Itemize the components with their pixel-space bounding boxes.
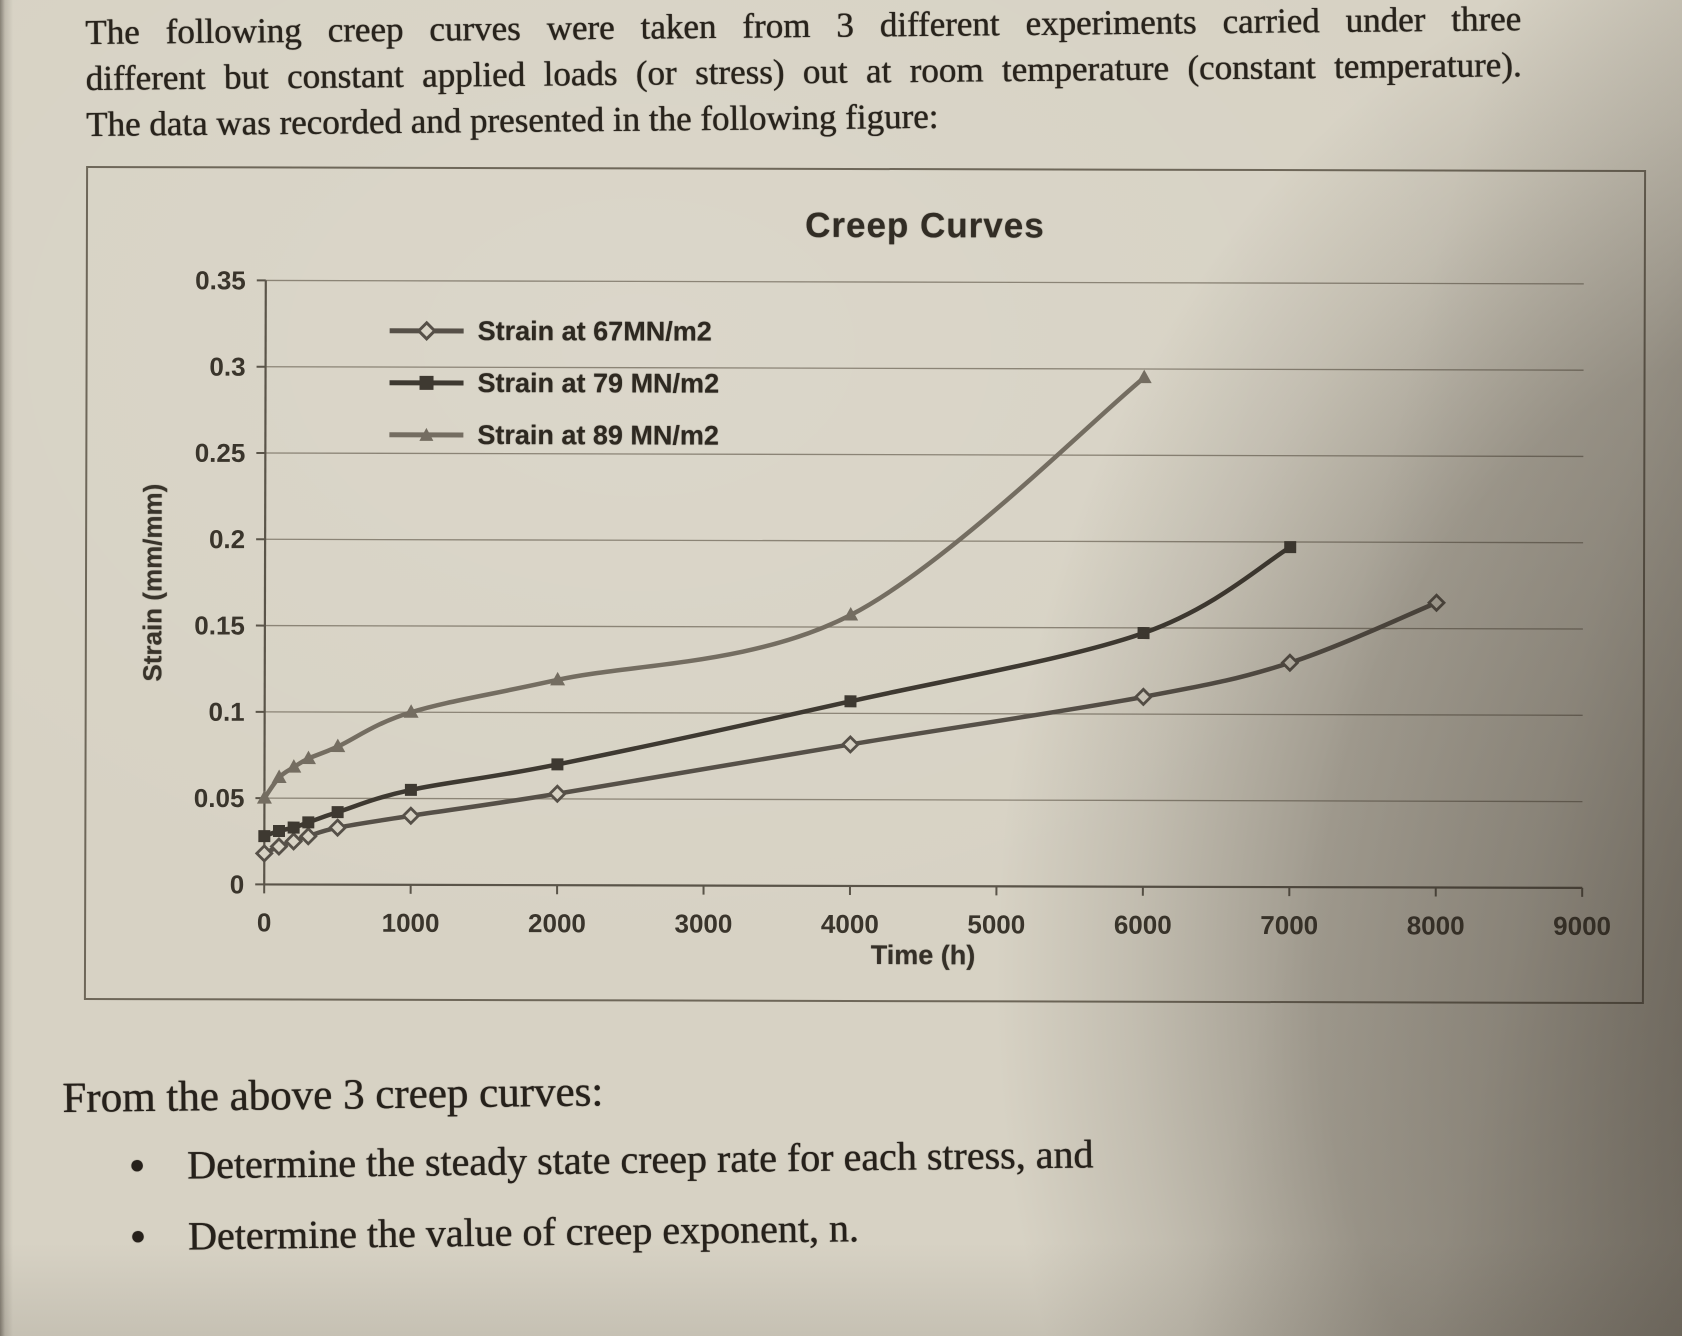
x-axis-title: Time (h) xyxy=(870,940,976,971)
legend-label: Strain at 67MN/m2 xyxy=(477,315,712,347)
marker-open-diamond xyxy=(840,734,860,754)
x-tick-label: 3000 xyxy=(674,909,732,939)
marker-filled-square xyxy=(1137,627,1150,640)
series-line-2 xyxy=(262,544,1293,839)
marker-filled-square xyxy=(844,695,857,708)
gridline xyxy=(264,711,1583,716)
legend-label: Strain at 79 MN/m2 xyxy=(477,367,720,399)
legend-entry-67: Strain at 67MN/m2 xyxy=(388,315,720,348)
marker-open-diamond xyxy=(401,806,421,826)
y-axis-title-wrap: Strain (mm/mm) xyxy=(132,280,174,884)
marker-filled-triangle xyxy=(1136,369,1152,384)
bullet-icon: ● xyxy=(129,1220,146,1251)
y-tick-label: 0.3 xyxy=(209,352,245,382)
chart-legend: Strain at 67MN/m2 Strain at 79 MN/m2 Str… xyxy=(387,315,719,452)
marker-open-diamond xyxy=(328,818,348,838)
legend-sample-filled-triangle-icon xyxy=(389,427,464,441)
legend-entry-89: Strain at 89 MN/m2 xyxy=(387,419,719,452)
creep-curves-figure: Creep Curves 0 0.05 0.1 0.15 0.2 0.25 0.3 0.35 0… xyxy=(83,165,1647,1005)
x-axis-line xyxy=(264,883,1583,889)
bullet-text: Determine the steady state creep rate fo… xyxy=(186,1131,1094,1188)
x-tick-label: 9000 xyxy=(1553,911,1611,941)
bullet-item-1: ● Determine the steady state creep rate … xyxy=(63,1124,1564,1197)
y-axis-title: Strain (mm/mm) xyxy=(137,483,168,682)
marker-filled-square xyxy=(258,830,271,843)
y-tick-label: 0.25 xyxy=(195,438,246,468)
marker-open-diamond xyxy=(254,843,274,863)
marker-open-diamond xyxy=(1280,653,1300,673)
x-tick-label: 5000 xyxy=(967,909,1025,939)
series-line-1 xyxy=(262,600,1439,856)
legend-entry-79: Strain at 79 MN/m2 xyxy=(387,367,719,400)
marker-open-diamond xyxy=(284,831,304,851)
x-tick-label: 1000 xyxy=(382,908,440,938)
marker-open-diamond xyxy=(269,837,289,856)
bullet-text: Determine the value of creep exponent, n… xyxy=(187,1205,860,1259)
chart-plot-area: 0 0.05 0.1 0.15 0.2 0.25 0.3 0.35 0 1000 2000 3000 4… xyxy=(194,265,1611,941)
marker-filled-square xyxy=(287,821,300,834)
x-tick-label: 8000 xyxy=(1407,910,1465,940)
closing-heading: From the above 3 creep curves: xyxy=(62,1068,604,1122)
gridline xyxy=(265,538,1584,544)
gridline xyxy=(264,797,1583,803)
legend-sample-filled-square-icon xyxy=(389,375,464,390)
y-tick-label: 0.1 xyxy=(208,697,244,727)
y-tick-label: 0.2 xyxy=(209,524,245,554)
marker-filled-square xyxy=(302,816,315,829)
marker-open-diamond xyxy=(298,826,318,846)
y-tick-label: 0.15 xyxy=(194,610,245,640)
legend-label: Strain at 89 MN/m2 xyxy=(477,419,720,451)
marker-filled-square xyxy=(331,806,344,819)
intro-paragraph: The following creep curves were taken fr… xyxy=(85,0,1522,148)
gridline xyxy=(265,452,1584,458)
y-tick-label: 0.35 xyxy=(195,265,246,295)
legend-sample-open-diamond-icon xyxy=(389,320,464,341)
bullet-item-2: ● Determine the value of creep exponent,… xyxy=(64,1195,1565,1268)
y-tick-label: 0.05 xyxy=(194,783,245,813)
marker-filled-square xyxy=(404,783,417,796)
x-tick-label: 6000 xyxy=(1114,910,1172,940)
marker-filled-square xyxy=(551,758,564,771)
gridline xyxy=(265,279,1584,285)
marker-filled-square xyxy=(272,824,286,837)
closing-section: From the above 3 creep curves: ● Determi… xyxy=(62,1054,1564,1268)
x-tick-label: 0 xyxy=(257,907,272,937)
x-tick-label: 4000 xyxy=(821,909,879,939)
bullet-icon: ● xyxy=(128,1149,146,1180)
y-tick-label: 0 xyxy=(230,869,245,899)
x-tick-label: 2000 xyxy=(528,908,586,938)
marker-open-diamond xyxy=(1427,593,1446,613)
x-tick-label: 7000 xyxy=(1260,910,1318,940)
marker-open-diamond xyxy=(1133,687,1153,707)
marker-filled-square xyxy=(1284,541,1297,554)
